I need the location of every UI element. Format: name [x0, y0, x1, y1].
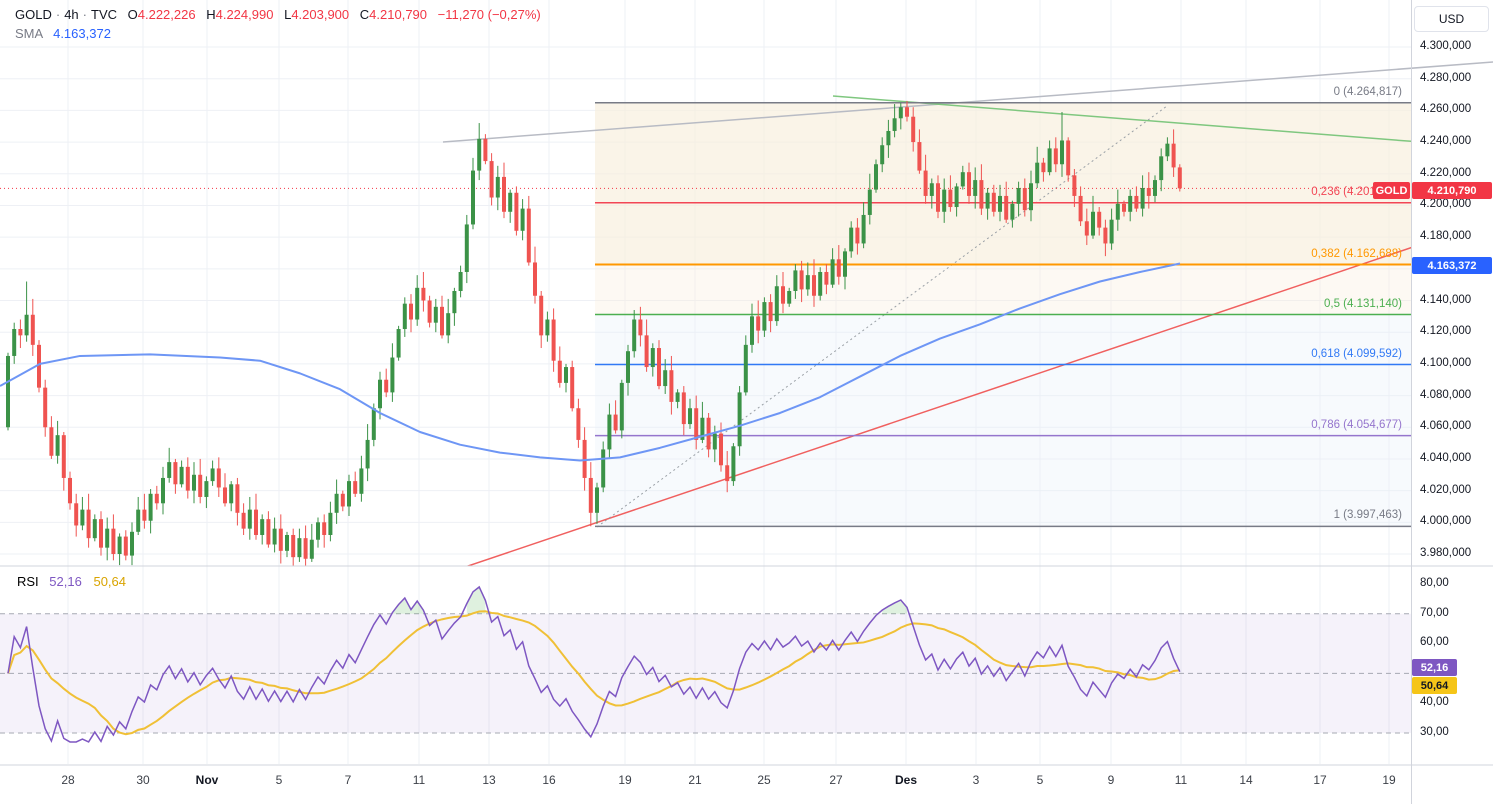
high-value: 4.224,990 — [215, 7, 274, 22]
rsi-ma-value: 50,64 — [93, 574, 127, 589]
price-axis-label: 4.060,000 — [1420, 420, 1472, 432]
descending-green-trendline[interactable] — [832, 95, 1420, 143]
time-axis-label: 9 — [1107, 773, 1115, 787]
sma-value: 4.163,372 — [53, 26, 111, 41]
separator: · — [55, 7, 61, 22]
price-axis-label: 4.280,000 — [1420, 72, 1472, 84]
time-axis-label: 5 — [1036, 773, 1044, 787]
rsi-label: RSI — [17, 574, 39, 589]
usd-button-label: USD — [1438, 12, 1465, 26]
time-axis-label: 14 — [1239, 773, 1253, 787]
time-axis-label: 21 — [688, 773, 702, 787]
fib-level-label: 0,786 (4.054,677) — [1311, 418, 1402, 431]
rsi-ma-line[interactable] — [7, 610, 1180, 736]
price-axis-label: 4.300,000 — [1420, 40, 1472, 52]
low-label: L — [284, 7, 292, 22]
fib-retracement[interactable] — [595, 101, 1411, 528]
price-axis-label: 4.100,000 — [1420, 357, 1472, 369]
sma-line[interactable] — [0, 262, 1181, 462]
ohlc-header: GOLD · 4h · TVC O4.222,226 H4.224,990 L4.203… — [15, 7, 541, 22]
ascending-red-trendline[interactable] — [465, 246, 1413, 567]
separator: · — [82, 7, 87, 22]
symbol-title[interactable]: GOLD — [15, 7, 52, 22]
fib-level-label: 0,5 (4.131,140) — [1323, 297, 1402, 310]
rsi-overbought-fill — [392, 586, 907, 614]
price-axis-label: 4.240,000 — [1420, 135, 1472, 147]
fib-level-label: 0 (4.264,817) — [1333, 85, 1402, 98]
open-label: O — [127, 7, 138, 22]
usd-button[interactable]: USD — [1414, 6, 1489, 32]
symbol-price-badge: GOLD — [1373, 182, 1410, 199]
fib-bands — [595, 102, 1411, 527]
time-axis-label: 25 — [757, 773, 771, 787]
time-axis-label: 28 — [61, 773, 75, 787]
time-axis-label: 30 — [136, 773, 150, 787]
price-axis-label: 4.200,000 — [1420, 198, 1472, 210]
change-value: −11,270 (−0,27%) — [437, 7, 541, 22]
open-value: 4.222,226 — [137, 7, 196, 22]
rsi-value: 52,16 — [49, 574, 82, 589]
time-axis-label: 11 — [412, 773, 426, 787]
time-axis-label: 27 — [829, 773, 843, 787]
last-price-badge: 4.210,790 — [1412, 182, 1492, 199]
close-label: C — [359, 7, 370, 22]
price-axis-label: 60,00 — [1420, 636, 1449, 648]
rsi-value-badge: 52,16 — [1412, 659, 1457, 676]
time-axis-label: 19 — [618, 773, 632, 787]
time-axis-label: 3 — [972, 773, 980, 787]
price-axis-label: 30,00 — [1420, 726, 1449, 738]
price-axis-label: 40,00 — [1420, 696, 1449, 708]
price-axis-label: 80,00 — [1420, 577, 1449, 589]
time-axis-label: 17 — [1313, 773, 1327, 787]
sma-value-badge: 4.163,372 — [1412, 257, 1492, 274]
timeframe-label[interactable]: 4h — [64, 7, 79, 22]
price-axis-label: 4.180,000 — [1420, 230, 1472, 242]
time-axis-label: 5 — [275, 773, 283, 787]
time-axis-label: Nov — [195, 773, 219, 787]
price-axis-label: 4.000,000 — [1420, 515, 1472, 527]
price-axis-label: 4.220,000 — [1420, 167, 1472, 179]
candlestick-series[interactable] — [6, 100, 1182, 568]
rsi-ma-value-badge: 50,64 — [1412, 677, 1457, 694]
rsi-line[interactable] — [7, 585, 1181, 744]
price-axis-label: 4.120,000 — [1420, 325, 1472, 337]
time-axis-label: 13 — [482, 773, 496, 787]
sma-label: SMA — [15, 26, 43, 41]
high-label: H — [206, 7, 216, 22]
price-axis-label: 4.040,000 — [1420, 452, 1472, 464]
time-axis-label: 7 — [344, 773, 352, 787]
price-axis-label: 4.140,000 — [1420, 294, 1472, 306]
sma-legend[interactable]: SMA 4.163,372 — [15, 26, 111, 41]
time-axis-label: 16 — [542, 773, 556, 787]
exchange-label: TVC — [91, 7, 117, 22]
time-axis-label: 19 — [1382, 773, 1396, 787]
price-axis-label: 4.080,000 — [1420, 389, 1472, 401]
rsi-legend[interactable]: RSI 52,16 50,64 — [17, 574, 126, 589]
price-axis-label: 4.020,000 — [1420, 484, 1472, 496]
fib-level-label: 1 (3.997,463) — [1333, 509, 1402, 522]
dotted-diagonal-trendline[interactable] — [596, 105, 1168, 528]
price-axis-label: 4.260,000 — [1420, 103, 1472, 115]
low-value: 4.203,900 — [291, 7, 350, 22]
time-axis-label: Des — [894, 773, 917, 787]
time-axis-label: 11 — [1174, 773, 1188, 787]
fib-level-label: 0,618 (4.099,592) — [1311, 347, 1402, 360]
fib-level-label: 0,382 (4.162,688) — [1311, 247, 1402, 260]
price-axis-label: 70,00 — [1420, 607, 1449, 619]
price-axis-label: 3.980,000 — [1420, 547, 1472, 559]
close-value: 4.210,790 — [369, 7, 428, 22]
